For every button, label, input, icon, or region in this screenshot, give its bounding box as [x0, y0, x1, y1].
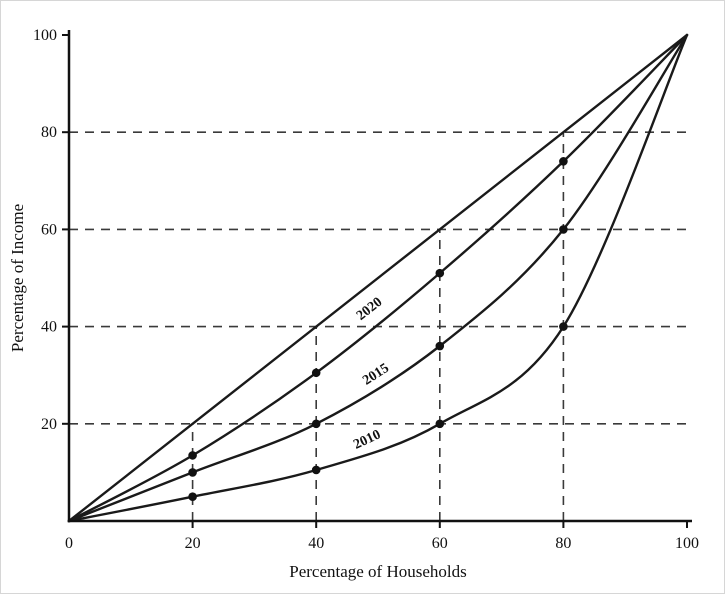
- y-axis-title: Percentage of Income: [8, 204, 27, 352]
- marker-lorenz-2020-x20: [188, 451, 197, 460]
- marker-lorenz-2015-x60: [435, 341, 445, 351]
- marker-lorenz-2010-x60: [435, 419, 445, 429]
- marker-lorenz-2015-x80: [559, 225, 568, 234]
- marker-lorenz-2020-x80: [559, 157, 568, 166]
- marker-lorenz-2020-x40: [311, 368, 321, 378]
- y-tick-label-80: 80: [41, 124, 57, 141]
- marker-lorenz-2020-x60: [435, 268, 445, 278]
- x-tick-label-20: 20: [185, 535, 201, 552]
- curve-label-lorenz-2020: 2020: [354, 295, 385, 324]
- marker-lorenz-2010-x80: [559, 322, 568, 331]
- y-tick-label-100: 100: [33, 27, 57, 44]
- x-tick-label-0: 0: [65, 535, 73, 552]
- marker-lorenz-2015-x20: [188, 468, 197, 477]
- curve-line-of-equality: [67, 33, 689, 523]
- x-tick-label-80: 80: [555, 535, 571, 552]
- curve-lorenz-2020: [67, 33, 689, 523]
- x-tick-label-60: 60: [432, 535, 448, 552]
- x-axis-title: Percentage of Households: [289, 562, 467, 581]
- x-tick-label-100: 100: [675, 535, 699, 552]
- y-tick-label-60: 60: [41, 221, 57, 238]
- marker-lorenz-2010-x40: [311, 465, 321, 475]
- y-tick-label-40: 40: [41, 319, 57, 336]
- x-tick-label-40: 40: [308, 535, 324, 552]
- y-tick-label-20: 20: [41, 416, 57, 433]
- marker-lorenz-2015-x40: [311, 419, 321, 429]
- marker-lorenz-2010-x20: [188, 492, 197, 502]
- curve-label-lorenz-2010: 2010: [351, 427, 383, 452]
